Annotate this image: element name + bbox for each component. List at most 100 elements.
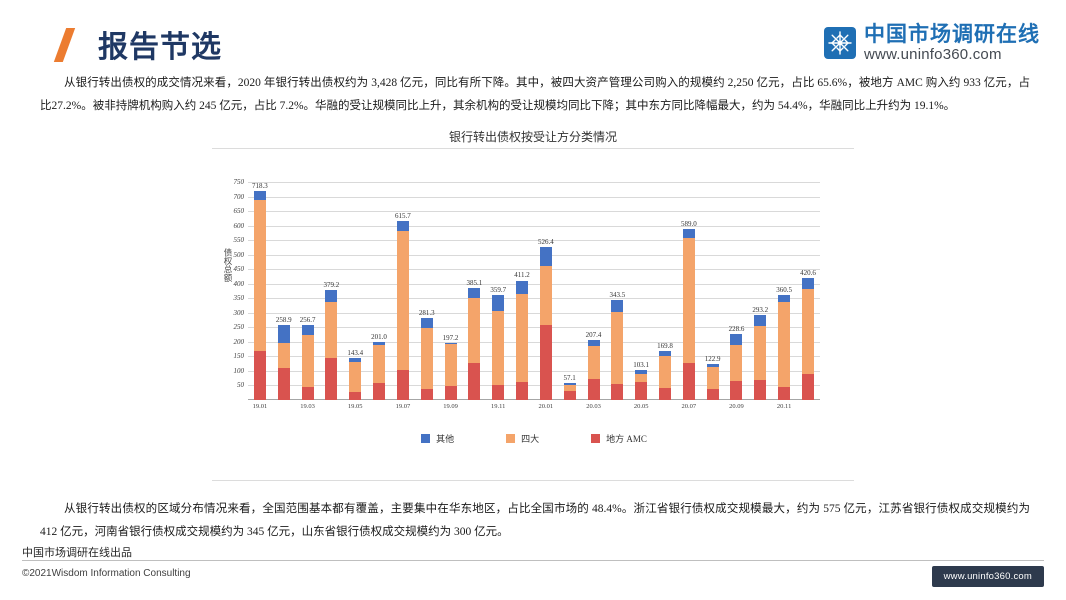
chart-bar[interactable]: 589.0 20.07 [681, 220, 697, 410]
chart-bar[interactable]: 201.019.06 [371, 333, 387, 400]
chart-bar-slot: 379.219.04 [319, 182, 343, 400]
chart-bar-slot: 718.3 19.01 [248, 182, 272, 410]
chart-bar-segment-big4 [611, 312, 624, 385]
chart-bar-slot: 197.2 19.09 [439, 182, 463, 410]
chart-bar-segment-amc [420, 388, 433, 400]
chart-bar-slot: 411.219.12 [510, 182, 534, 400]
chart-y-tick-label: 250 [233, 323, 245, 332]
chart-bar[interactable]: 122.920.08 [705, 355, 721, 400]
chart-bar-segment-big4 [682, 238, 695, 363]
chart-bar-slot: 169.820.06 [653, 182, 677, 400]
chart-bar-segment-big4 [277, 343, 290, 369]
chart-bar-segment-other [373, 341, 386, 345]
chart-bar-segment-amc [778, 386, 791, 400]
chart-bar-segment-other [706, 364, 719, 368]
chart-bar[interactable]: 360.5 20.11 [776, 286, 792, 410]
chart-bar-segment-amc [444, 386, 457, 400]
chart-y-tick-label: 100 [233, 366, 245, 375]
chart-bar-value-label: 122.9 [704, 355, 721, 364]
chart-legend: 其他 四大 地方 AMC [248, 432, 820, 445]
chart-bar[interactable]: 281.319.08 [419, 309, 435, 400]
chart-bar-segment-amc [492, 384, 505, 400]
chart-bar-segment-big4 [587, 346, 600, 380]
chart-bar[interactable]: 258.919.02 [276, 316, 292, 400]
footer-copyright: ©2021Wisdom Information Consulting [22, 568, 191, 579]
chart-bar-segment-amc [730, 381, 743, 400]
chart-legend-item[interactable]: 其他 [421, 432, 454, 445]
chart-bar[interactable]: 57.120.02 [564, 374, 576, 400]
chart-bar-segment-other [253, 191, 266, 200]
chart-legend-label: 四大 [521, 434, 540, 444]
chart-bar-value-label: 197.2 [442, 333, 459, 342]
region-paragraph: 从银行转出债权的区域分布情况来看，全国范围基本都有覆盖，主要集中在华东地区，占比… [40, 503, 1030, 538]
chart-gridline: 550 [234, 236, 820, 244]
chart-bar-slot: 57.120.02 [558, 182, 582, 400]
chart-bar-slot: 359.7 19.11 [486, 182, 510, 410]
chart-bar-segment-other [444, 342, 457, 345]
chart-bar[interactable]: 359.7 19.11 [490, 286, 506, 410]
chart-bar-value-label: 360.5 [776, 286, 792, 295]
chart-bar-value-label: 411.2 [514, 271, 530, 280]
chart-bar-segment-other [658, 350, 671, 357]
chart-bar[interactable]: 256.7 19.03 [300, 316, 316, 410]
chart-legend-item[interactable]: 四大 [506, 432, 539, 445]
chart-bar-slot: 228.6 20.09 [725, 182, 749, 410]
chart-bar[interactable]: 379.219.04 [324, 281, 339, 400]
chart-bar[interactable]: 411.219.12 [514, 271, 530, 400]
chart-bar-segment-big4 [396, 230, 409, 371]
chart-bar-segment-other [277, 324, 290, 344]
chart-bar-segment-big4 [658, 356, 671, 389]
chart-gridline: 200 [234, 338, 820, 346]
chart-y-tick-label: 700 [233, 192, 245, 201]
chart-bar-value-label: 615.7 [395, 212, 411, 221]
chart-bar[interactable]: 420.620.12 [800, 269, 816, 400]
chart-bar-segment-big4 [539, 265, 552, 326]
chart-bar[interactable]: 293.220.10 [752, 306, 768, 400]
chart-bar[interactable]: 526.4 20.01 [538, 238, 554, 410]
chart-bar[interactable]: 343.520.04 [609, 291, 625, 400]
chart-bar[interactable]: 103.1 20.05 [633, 361, 649, 410]
chart-bar-segment-other [730, 333, 743, 346]
chart-y-tick-label: 300 [233, 308, 245, 317]
chart-y-tick-label: 400 [233, 279, 245, 288]
chart-y-tick-label: 600 [233, 221, 245, 230]
chart-bar-segment-other [468, 288, 481, 299]
chart-bar-segment-other [539, 247, 552, 266]
chart-bar[interactable]: 143.4 19.05 [347, 349, 363, 410]
chart-bar-segment-other [492, 295, 505, 312]
chart-bar-segment-amc [587, 379, 600, 400]
chart-gridline: 50 [237, 381, 820, 389]
chart-bar-segment-other [420, 318, 433, 329]
chart-bar[interactable]: 385.119.10 [466, 279, 482, 400]
chart-legend-item[interactable]: 地方 AMC [591, 432, 647, 445]
chart-gridline: 400 [234, 280, 820, 288]
chart-bar-slot: 122.920.08 [701, 182, 725, 400]
chart-bar-segment-amc [373, 383, 386, 400]
chart-bar-segment-big4 [301, 334, 314, 387]
chart-bar-segment-other [301, 325, 314, 335]
footer-divider [22, 560, 1044, 561]
chart-bar-segment-big4 [706, 367, 719, 389]
chart-bar[interactable]: 197.2 19.09 [443, 334, 459, 410]
chart-x-tick-label: 20.05 [633, 403, 649, 410]
chart-bar[interactable]: 169.820.06 [657, 342, 673, 400]
chart-bar-value-label: 385.1 [466, 279, 483, 288]
chart-bar[interactable]: 207.4 20.03 [586, 331, 602, 410]
chart-bar-segment-other [516, 280, 529, 294]
chart-y-tick-label: 650 [233, 207, 245, 216]
chart-bar[interactable]: 228.6 20.09 [729, 325, 745, 410]
chart-gridline: 750 [234, 178, 820, 186]
chart-bar-segment-amc [682, 362, 695, 400]
chart-bar-segment-big4 [778, 301, 791, 387]
chart-bar-slot: 258.919.02 [272, 182, 296, 400]
chart-gridline: 100 [234, 367, 820, 375]
footer-website-badge[interactable]: www.uninfo360.com [931, 566, 1044, 587]
chart-legend-swatch [421, 434, 431, 443]
chart-bar[interactable]: 718.3 19.01 [252, 182, 268, 410]
chart-bar[interactable]: 615.7 19.07 [395, 212, 411, 410]
chart-gridline: 250 [234, 323, 820, 331]
chart-bar-value-label: 57.1 [563, 374, 576, 383]
chart-bar-segment-big4 [444, 344, 457, 387]
chart-bar-segment-big4 [420, 328, 433, 389]
